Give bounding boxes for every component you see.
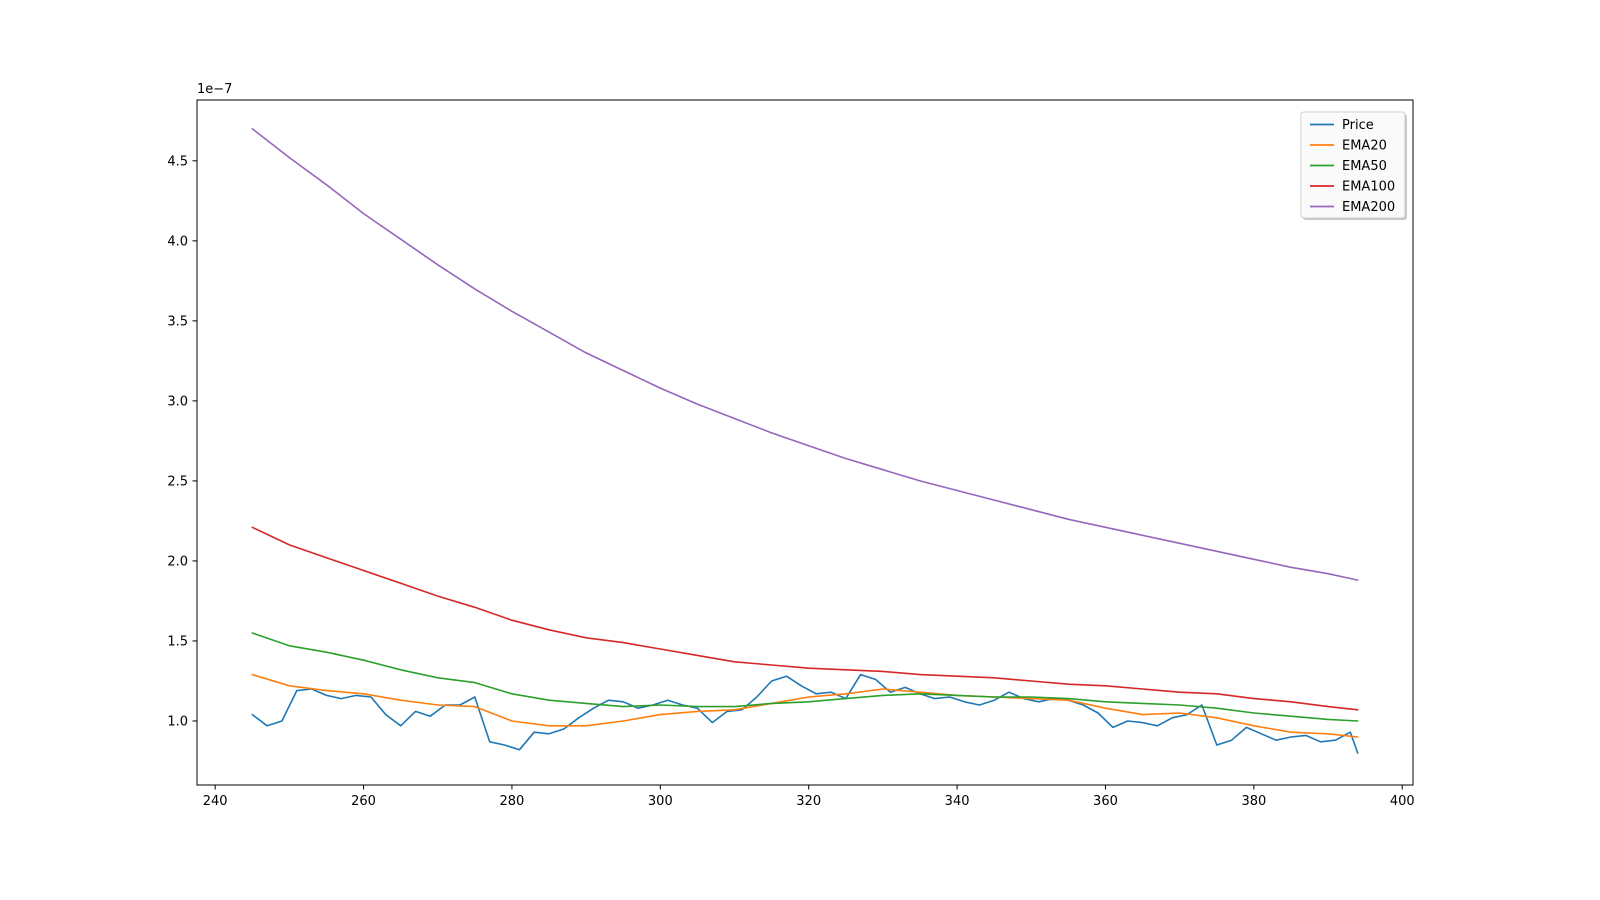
series-ema50-line xyxy=(251,632,1359,722)
legend-label-price: Price xyxy=(1342,118,1374,133)
axes-box xyxy=(196,99,1414,786)
legend: Price EMA20 EMA50 EMA100 EMA200 xyxy=(1300,111,1407,220)
x-axis-tick-label: 300 xyxy=(648,794,673,809)
x-axis-tick-label: 360 xyxy=(1093,794,1118,809)
y-axis-tick-label: 4.0 xyxy=(167,234,188,249)
x-axis-tick-label: 260 xyxy=(351,794,376,809)
y-axis-tick-label: 1.5 xyxy=(167,634,188,649)
series-price-line xyxy=(251,673,1359,754)
x-axis-tick-label: 380 xyxy=(1241,794,1266,809)
series-ema200-line xyxy=(251,128,1359,581)
legend-label-ema200: EMA200 xyxy=(1342,200,1395,215)
y-axis-tick-label: 3.5 xyxy=(167,314,188,329)
x-axis-tick-label: 240 xyxy=(203,794,228,809)
y-axis-tick-label: 2.0 xyxy=(167,554,188,569)
x-axis-tick-label: 400 xyxy=(1390,794,1415,809)
x-axis-tick-label: 320 xyxy=(796,794,821,809)
x-axis-tick-label: 340 xyxy=(945,794,970,809)
series-ema100-line xyxy=(251,526,1359,711)
legend-label-ema20: EMA20 xyxy=(1342,139,1387,154)
legend-label-ema50: EMA50 xyxy=(1342,159,1387,174)
legend-label-ema100: EMA100 xyxy=(1342,180,1395,195)
y-axis-tick-label: 3.0 xyxy=(167,394,188,409)
legend-frame xyxy=(1300,111,1406,219)
series-ema20-line xyxy=(251,673,1359,738)
y-axis-tick-label: 1.0 xyxy=(167,714,188,729)
y-axis-offset-label: 1e−7 xyxy=(197,82,232,97)
x-axis-tick-label: 280 xyxy=(500,794,525,809)
y-axis-tick-label: 2.5 xyxy=(167,474,188,489)
y-axis-tick-label: 4.5 xyxy=(167,154,188,169)
